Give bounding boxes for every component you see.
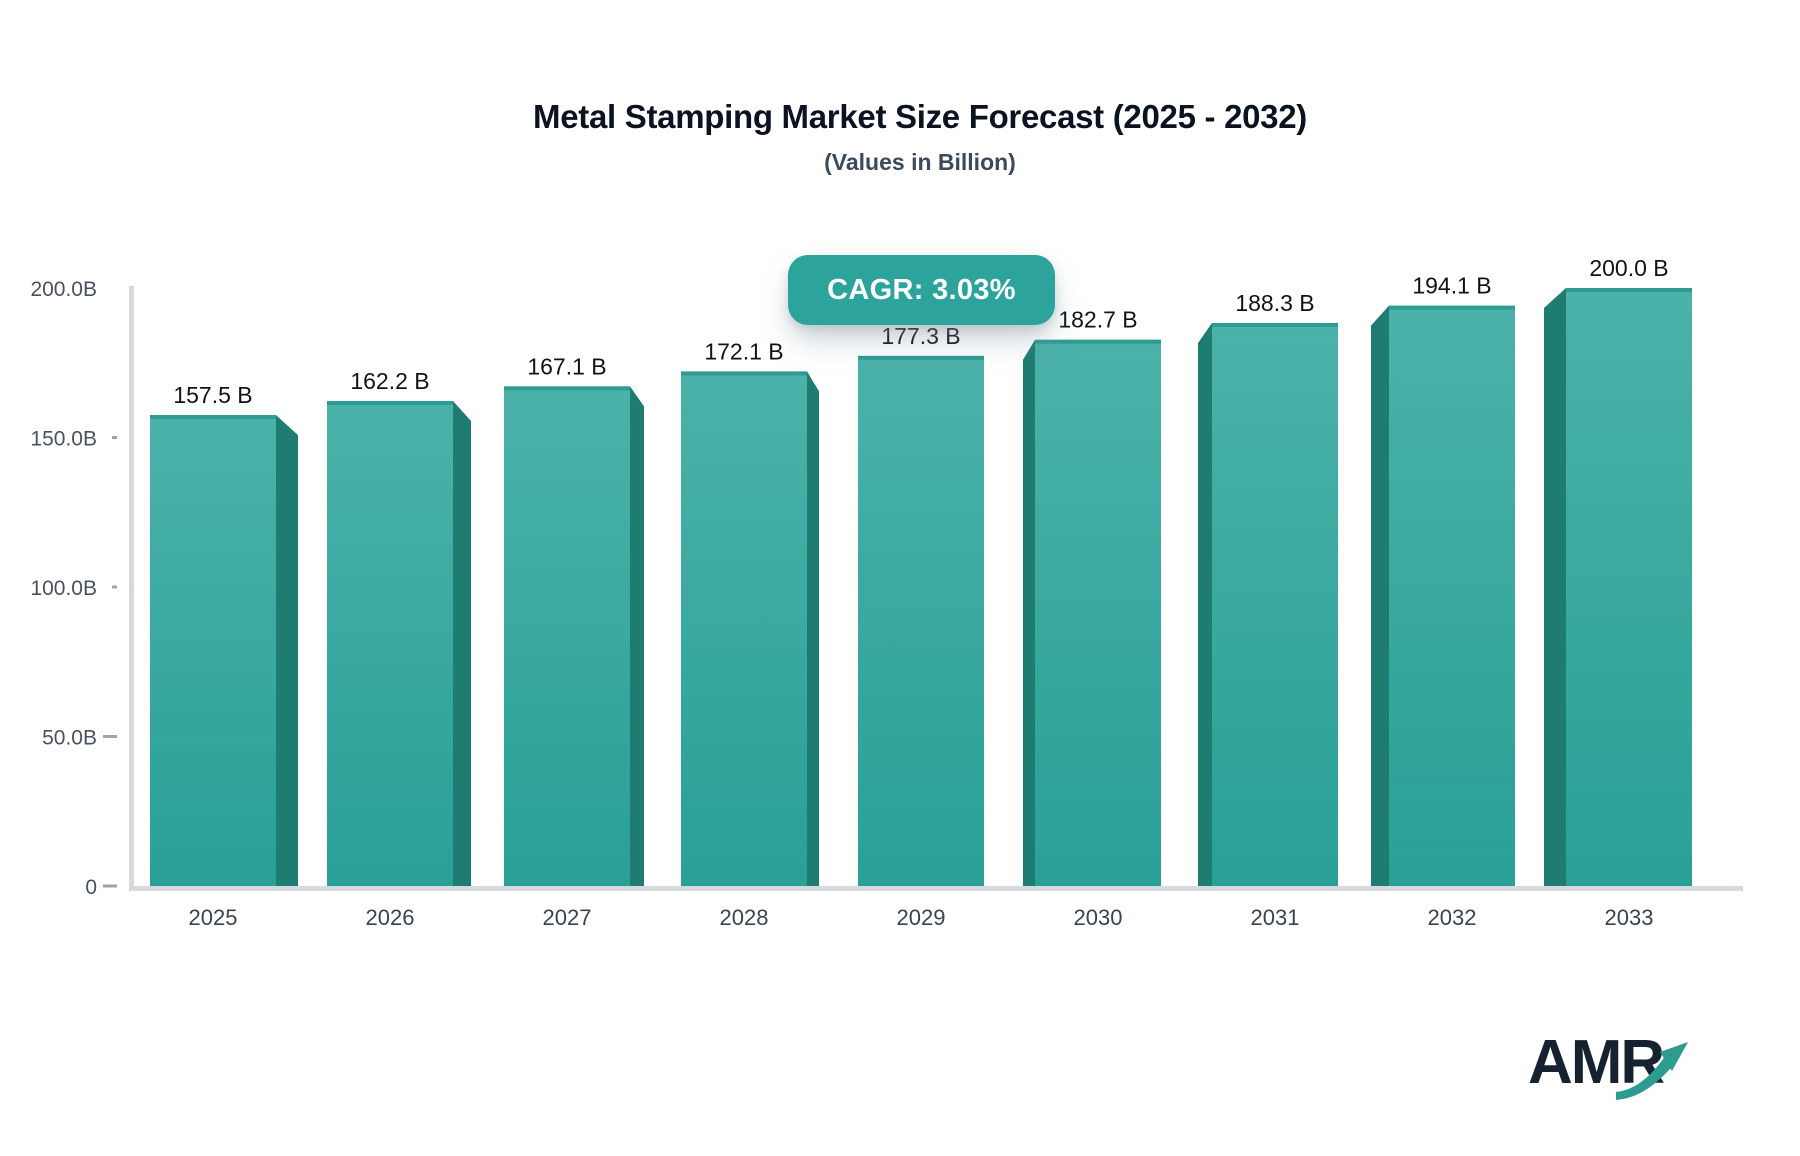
bar-side-face bbox=[807, 371, 819, 886]
bar-value-label: 157.5 B bbox=[173, 382, 252, 408]
y-tick-label: 100.0B bbox=[30, 577, 97, 600]
bar-side-face bbox=[1544, 288, 1566, 886]
bar-front-face bbox=[504, 386, 630, 886]
y-tick-label: 50.0B bbox=[42, 727, 97, 750]
bar-front-face bbox=[327, 401, 453, 886]
bar-top-edge bbox=[1212, 322, 1338, 327]
bar-front-face bbox=[1212, 322, 1338, 886]
bar-value-label: 162.2 B bbox=[350, 368, 429, 394]
x-tick-label: 2033 bbox=[1605, 905, 1654, 930]
bar-front-face bbox=[1035, 339, 1161, 886]
y-tick-label: 200.0B bbox=[30, 278, 97, 301]
bar-top-edge bbox=[858, 355, 984, 360]
bar-value-label: 188.3 B bbox=[1235, 290, 1314, 316]
bar-value-label: 200.0 B bbox=[1589, 255, 1668, 281]
y-axis-line bbox=[129, 286, 134, 891]
x-tick-label: 2025 bbox=[189, 905, 238, 930]
y-tick-label: 0 bbox=[85, 876, 97, 899]
bar-value-label: 194.1 B bbox=[1412, 273, 1491, 299]
trend-up-arrow-icon bbox=[1616, 1042, 1688, 1100]
bar-top-edge bbox=[1389, 305, 1515, 310]
bar-value-label: 172.1 B bbox=[704, 338, 783, 364]
cagr-badge: CAGR: 3.03% bbox=[788, 255, 1055, 325]
bar-value-label: 177.3 B bbox=[881, 323, 960, 349]
bar-top-edge bbox=[327, 401, 453, 406]
bar-side-face bbox=[630, 386, 644, 886]
cagr-badge-label: CAGR: 3.03% bbox=[827, 273, 1016, 306]
bar-value-label: 167.1 B bbox=[527, 353, 606, 379]
bar-top-edge bbox=[1566, 288, 1692, 292]
bar-value-label: 182.7 B bbox=[1058, 307, 1137, 333]
bar-side-face bbox=[453, 401, 471, 886]
bar-front-face bbox=[858, 355, 984, 886]
bar-front-face bbox=[681, 371, 807, 886]
bar-top-edge bbox=[150, 415, 276, 420]
bar-front-face bbox=[150, 415, 276, 886]
bar-side-face bbox=[1371, 305, 1389, 886]
bar-front-face bbox=[1389, 305, 1515, 886]
x-tick-label: 2031 bbox=[1251, 905, 1300, 930]
x-tick-label: 2026 bbox=[366, 905, 415, 930]
y-tick-mark bbox=[112, 436, 117, 439]
chart-title: Metal Stamping Market Size Forecast (202… bbox=[533, 98, 1307, 135]
y-tick-mark bbox=[103, 735, 117, 738]
bar-side-face bbox=[276, 415, 298, 886]
x-tick-label: 2030 bbox=[1074, 905, 1123, 930]
bar-side-face bbox=[1023, 339, 1035, 886]
y-tick-mark bbox=[112, 585, 117, 589]
bar-front-face bbox=[1566, 288, 1692, 886]
x-tick-label: 2029 bbox=[897, 905, 946, 930]
bar-top-edge bbox=[681, 371, 807, 376]
chart-subtitle: (Values in Billion) bbox=[824, 149, 1016, 175]
y-tick-mark bbox=[103, 884, 117, 888]
x-tick-label: 2028 bbox=[720, 905, 769, 930]
x-tick-label: 2032 bbox=[1428, 905, 1477, 930]
x-axis-line bbox=[129, 886, 1743, 891]
x-tick-label: 2027 bbox=[543, 905, 592, 930]
bar-side-face bbox=[1198, 322, 1212, 886]
y-tick-label: 150.0B bbox=[30, 428, 97, 451]
amr-logo: AMR bbox=[1528, 1030, 1738, 1116]
bar-top-edge bbox=[1035, 339, 1161, 344]
bar-top-edge bbox=[504, 386, 630, 391]
